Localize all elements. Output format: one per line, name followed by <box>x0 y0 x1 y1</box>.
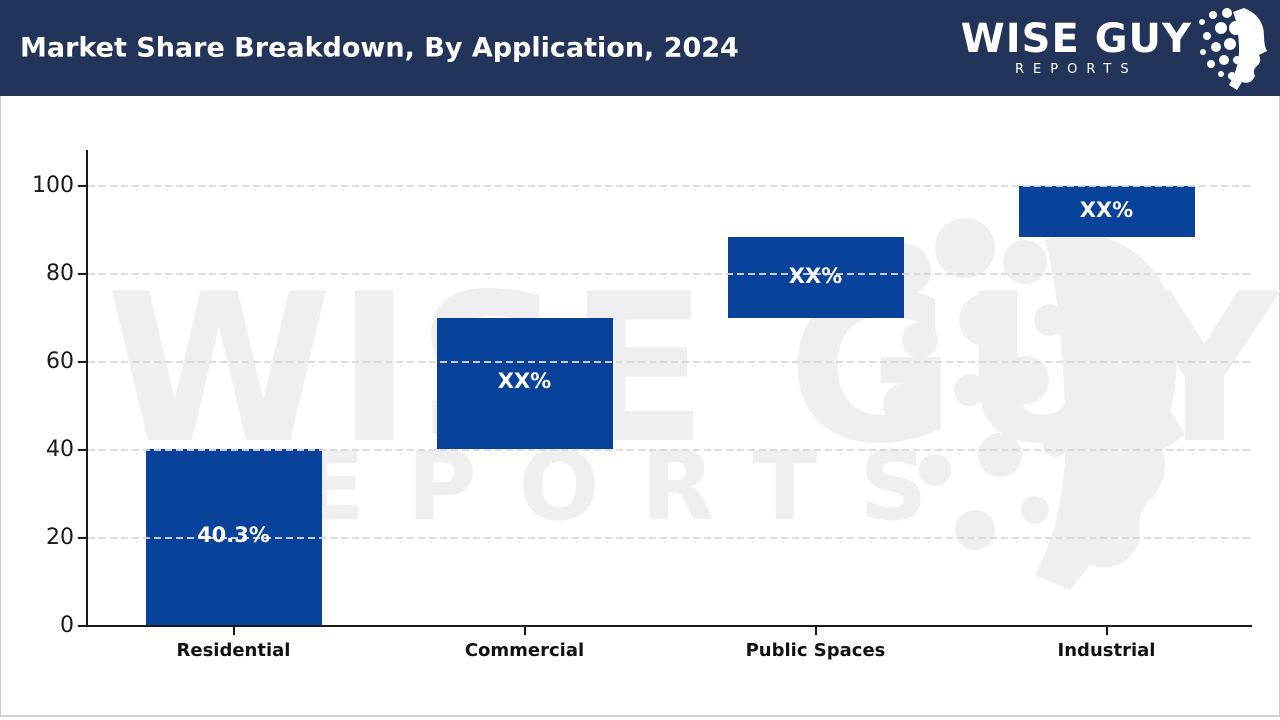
gridline-60 <box>88 361 1252 363</box>
y-tick-100 <box>78 185 86 187</box>
y-tick-label-40: 40 <box>46 437 74 462</box>
y-tick-80 <box>78 273 86 275</box>
bar-value-label: XX% <box>497 369 552 394</box>
header: Market Share Breakdown, By Application, … <box>0 0 1280 96</box>
brand-logo-line2: REPORTS <box>1015 62 1138 77</box>
x-axis-line <box>86 625 1252 627</box>
brand-logo-line1: WISE GUY <box>960 16 1192 62</box>
gridline-40 <box>88 449 1252 451</box>
y-tick-40 <box>78 449 86 451</box>
wiseguy-face-icon <box>1199 8 1267 90</box>
gridline-80 <box>88 273 1252 275</box>
y-tick-0 <box>78 625 86 627</box>
watermark-face-icon <box>879 218 1185 590</box>
bar-commercial <box>436 318 613 449</box>
y-axis-line <box>86 150 88 627</box>
x-tick-label-2: Public Spaces <box>745 640 886 661</box>
bar-value-label: 40.3% <box>197 523 270 548</box>
y-tick-label-20: 20 <box>46 525 74 550</box>
bar-value-label: XX% <box>1079 197 1134 222</box>
y-tick-label-80: 80 <box>46 261 74 286</box>
brand-logo-text: WISE GUY REPORTS <box>961 19 1192 77</box>
y-tick-label-100: 100 <box>32 173 74 198</box>
page-title: Market Share Breakdown, By Application, … <box>20 32 739 64</box>
x-tick-0 <box>232 627 235 635</box>
bar-industrial <box>1018 186 1195 238</box>
x-tick-2 <box>814 627 817 635</box>
gridline-100 <box>88 185 1252 187</box>
y-tick-label-60: 60 <box>46 349 74 374</box>
y-tick-label-0: 0 <box>60 613 74 638</box>
bar-public-spaces <box>727 237 904 318</box>
bar-value-label: XX% <box>788 263 843 288</box>
x-tick-label-3: Industrial <box>1057 640 1156 661</box>
x-tick-label-1: Commercial <box>464 640 585 661</box>
gridline-20 <box>88 537 1252 539</box>
x-tick-label-0: Residential <box>176 640 291 661</box>
x-tick-3 <box>1105 627 1108 635</box>
y-tick-60 <box>78 361 86 363</box>
y-tick-20 <box>78 537 86 539</box>
footer-divider <box>0 715 1280 717</box>
x-tick-1 <box>523 627 526 635</box>
brand-logo: WISE GUY REPORTS <box>961 4 1268 92</box>
